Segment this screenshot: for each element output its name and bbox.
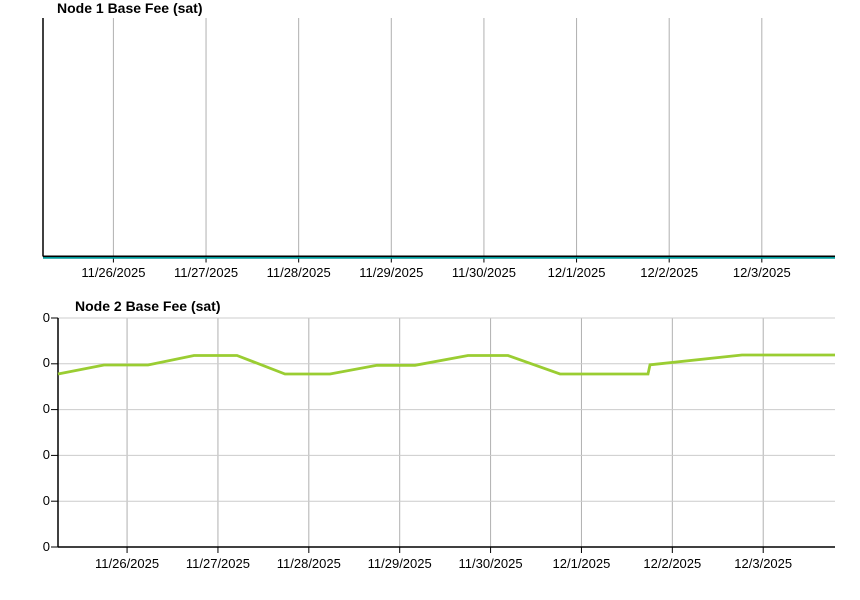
x-tick-label: 11/26/2025 <box>95 556 160 571</box>
x-tick-label: 12/2/2025 <box>640 265 699 280</box>
y-tick-label: 0 <box>42 492 50 508</box>
x-tick-label: 11/28/2025 <box>276 556 341 571</box>
y-tick-label: 0 <box>42 401 50 417</box>
chart-title-node1: Node 1 Base Fee (sat) <box>57 0 203 16</box>
plot-area <box>51 317 835 553</box>
x-tick-label: 11/28/2025 <box>266 265 331 280</box>
series-line <box>57 353 835 375</box>
x-tick-label: 12/2/2025 <box>643 556 702 571</box>
x-tick-label: 11/29/2025 <box>359 265 424 280</box>
x-tick-label: 11/30/2025 <box>458 556 523 571</box>
chart-title-node2: Node 2 Base Fee (sat) <box>75 298 221 314</box>
plot-area <box>42 18 835 263</box>
y-tick-label: 0 <box>42 309 50 325</box>
x-tick-label: 11/26/2025 <box>81 265 146 280</box>
y-tick-label: 0 <box>42 538 50 554</box>
x-tick-label: 12/1/2025 <box>552 556 611 571</box>
y-tick-label: 0 <box>42 446 50 462</box>
x-tick-label: 12/3/2025 <box>732 265 791 280</box>
x-tick-label: 11/27/2025 <box>185 556 250 571</box>
x-tick-label: 11/29/2025 <box>367 556 432 571</box>
x-tick-label: 11/27/2025 <box>173 265 239 280</box>
x-tick-label: 11/30/2025 <box>451 265 516 280</box>
y-tick-label: 0 <box>42 355 50 371</box>
x-tick-label: 12/1/2025 <box>547 265 606 280</box>
x-tick-label: 12/3/2025 <box>734 556 793 571</box>
